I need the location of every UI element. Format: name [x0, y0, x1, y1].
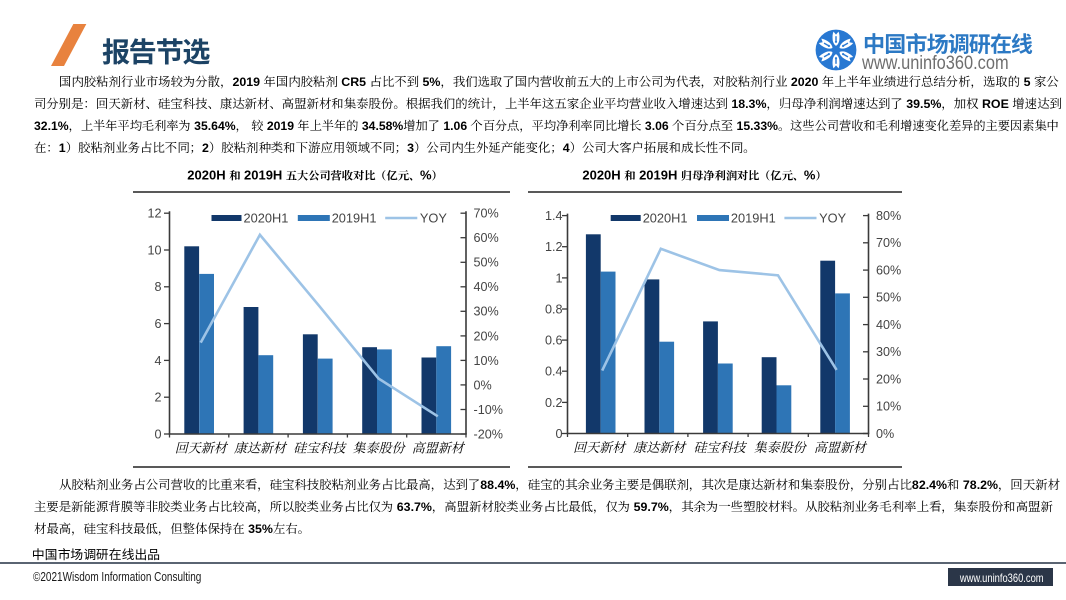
svg-text:0.8: 0.8 [545, 302, 563, 316]
svg-text:YOY: YOY [819, 211, 846, 226]
svg-text:康达新材: 康达新材 [234, 438, 288, 457]
svg-text:2020H 和 2019H 归母净利润对比（亿元、%）: 2020H 和 2019H 归母净利润对比（亿元、%） [582, 168, 826, 183]
svg-text:2019H1: 2019H1 [731, 211, 776, 226]
svg-text:20%: 20% [876, 372, 901, 386]
svg-text:硅宝科技: 硅宝科技 [693, 437, 747, 456]
svg-text:0%: 0% [876, 427, 894, 441]
svg-text:回天新材: 回天新材 [573, 437, 627, 456]
svg-text:12: 12 [147, 207, 161, 221]
svg-text:30%: 30% [474, 305, 499, 319]
svg-text:回天新材: 回天新材 [175, 438, 229, 457]
svg-text:康达新材: 康达新材 [633, 437, 687, 456]
svg-text:50%: 50% [876, 291, 901, 305]
svg-text:80%: 80% [876, 209, 901, 223]
svg-text:10%: 10% [474, 354, 499, 368]
svg-text:2019H1: 2019H1 [332, 211, 377, 226]
svg-text:-10%: -10% [474, 403, 503, 417]
svg-text:集泰股份: 集泰股份 [352, 438, 406, 457]
svg-text:2: 2 [154, 391, 161, 405]
svg-text:集泰股份: 集泰股份 [754, 437, 808, 456]
svg-text:40%: 40% [876, 318, 901, 332]
svg-text:70%: 70% [474, 207, 499, 221]
svg-text:40%: 40% [474, 280, 499, 294]
svg-text:0.6: 0.6 [545, 334, 563, 348]
svg-text:1: 1 [555, 271, 562, 285]
svg-text:8: 8 [154, 280, 161, 294]
svg-text:硅宝科技: 硅宝科技 [293, 438, 347, 457]
svg-text:30%: 30% [876, 345, 901, 359]
svg-text:2020H1: 2020H1 [244, 211, 289, 226]
svg-text:10%: 10% [876, 400, 901, 414]
svg-text:高盟新材: 高盟新材 [412, 438, 466, 457]
svg-text:0: 0 [555, 427, 562, 441]
svg-text:0: 0 [154, 427, 161, 441]
svg-text:10: 10 [147, 243, 161, 257]
svg-text:60%: 60% [474, 231, 499, 245]
svg-text:2020H 和 2019H 五大公司营收对比（亿元、%）: 2020H 和 2019H 五大公司营收对比（亿元、%） [187, 168, 442, 183]
svg-text:60%: 60% [876, 264, 901, 278]
svg-text:0%: 0% [474, 378, 492, 392]
svg-text:高盟新材: 高盟新材 [814, 437, 868, 456]
svg-text:-20%: -20% [474, 427, 503, 441]
svg-text:6: 6 [154, 317, 161, 331]
svg-text:50%: 50% [474, 256, 499, 270]
svg-text:0.4: 0.4 [545, 365, 563, 379]
svg-text:0.2: 0.2 [545, 396, 563, 410]
svg-text:4: 4 [154, 354, 161, 368]
svg-text:2020H1: 2020H1 [643, 211, 688, 226]
svg-text:1.4: 1.4 [545, 209, 563, 223]
svg-text:20%: 20% [474, 329, 499, 343]
svg-text:YOY: YOY [420, 211, 447, 226]
svg-text:70%: 70% [876, 236, 901, 250]
svg-text:1.2: 1.2 [545, 240, 563, 254]
